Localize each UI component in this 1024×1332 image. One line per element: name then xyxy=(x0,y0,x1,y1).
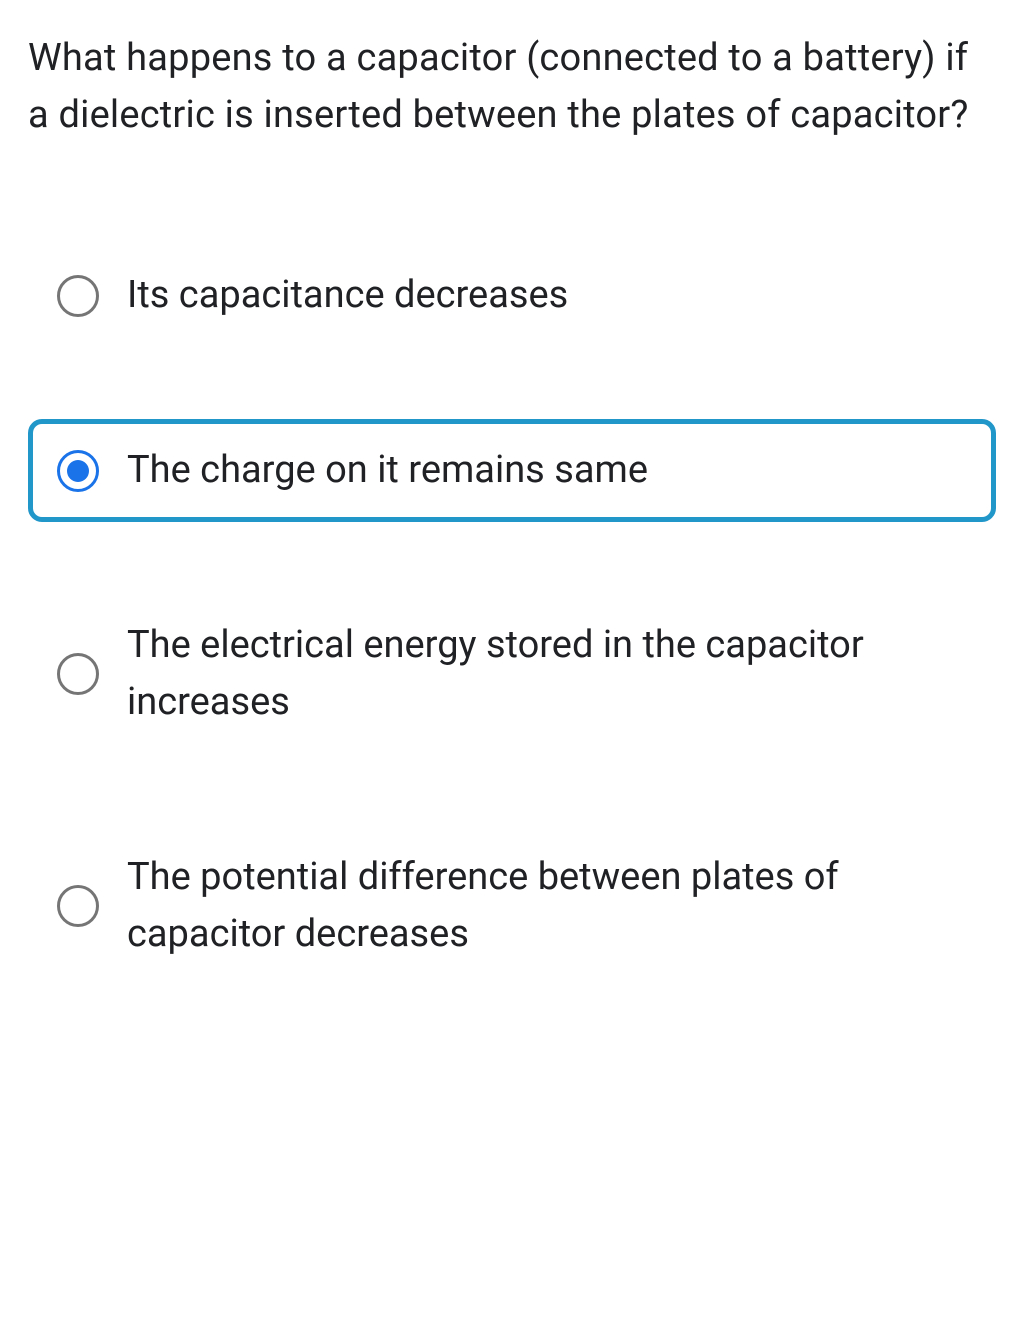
option-4[interactable]: The potential difference between plates … xyxy=(28,826,996,986)
option-label: The charge on it remains same xyxy=(127,442,648,499)
options-group: Its capacitance decreases The charge on … xyxy=(28,244,996,1058)
radio-icon xyxy=(57,653,99,695)
option-label: The potential difference between plates … xyxy=(127,849,967,963)
radio-dot-icon xyxy=(67,460,89,482)
radio-icon xyxy=(57,275,99,317)
radio-icon xyxy=(57,885,99,927)
option-1[interactable]: Its capacitance decreases xyxy=(28,244,996,347)
question-text: What happens to a capacitor (connected t… xyxy=(28,30,996,144)
option-label: The electrical energy stored in the capa… xyxy=(127,617,967,731)
option-label: Its capacitance decreases xyxy=(127,267,568,324)
radio-icon xyxy=(57,450,99,492)
option-2[interactable]: The charge on it remains same xyxy=(28,419,996,522)
option-3[interactable]: The electrical energy stored in the capa… xyxy=(28,594,996,754)
